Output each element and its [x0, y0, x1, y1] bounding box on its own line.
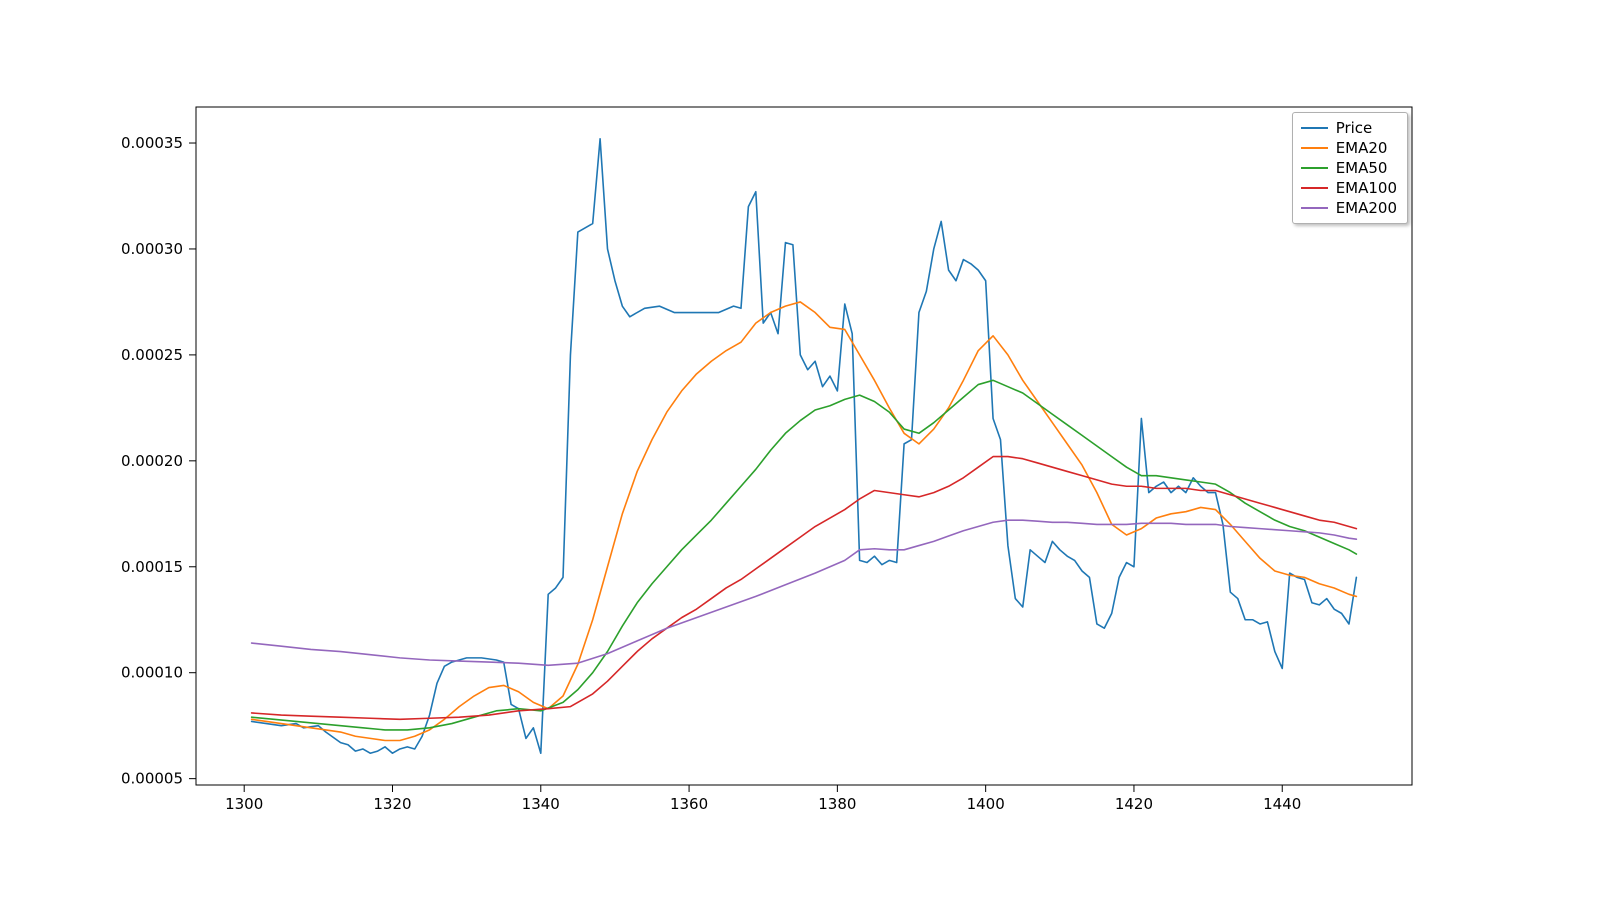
legend-item-ema20: EMA20 [1300, 138, 1397, 158]
legend-line-sample [1300, 127, 1328, 129]
x-tick-label: 1300 [225, 795, 263, 813]
y-tick-label: 0.00005 [121, 770, 183, 788]
legend-line-sample [1300, 147, 1328, 149]
x-tick-label: 1340 [522, 795, 560, 813]
y-tick-label: 0.00025 [121, 346, 183, 364]
x-tick-label: 1360 [670, 795, 708, 813]
x-tick-label: 1440 [1263, 795, 1301, 813]
legend-item-ema100: EMA100 [1300, 178, 1397, 198]
x-tick-label: 1400 [967, 795, 1005, 813]
legend-item-ema200: EMA200 [1300, 198, 1397, 218]
x-tick-label: 1420 [1115, 795, 1153, 813]
plot-line-ema20 [250, 301, 1358, 742]
legend-line-sample [1300, 167, 1328, 169]
x-tick-label: 1380 [818, 795, 856, 813]
y-tick-label: 0.00020 [121, 452, 183, 470]
legend-item-price: Price [1300, 118, 1397, 138]
legend-label: EMA200 [1335, 199, 1397, 217]
legend-line-sample [1300, 207, 1328, 209]
legend-line-sample [1300, 187, 1328, 189]
y-tick-label: 0.00035 [121, 134, 183, 152]
legend-label: EMA50 [1335, 159, 1388, 177]
y-tick-label: 0.00030 [121, 240, 183, 258]
legend: Price EMA20 EMA50 EMA100 EMA200 [1291, 112, 1408, 224]
legend-item-ema50: EMA50 [1300, 158, 1397, 178]
y-tick-label: 0.00010 [121, 664, 183, 682]
x-tick-label: 1320 [373, 795, 411, 813]
plot-line-ema50 [250, 379, 1358, 731]
legend-label: Price [1335, 119, 1373, 137]
y-tick-label: 0.00015 [121, 558, 183, 576]
plot-line-ema100 [250, 455, 1358, 721]
plot-line-ema200 [250, 519, 1358, 667]
legend-label: EMA100 [1335, 179, 1397, 197]
legend-label: EMA20 [1335, 139, 1388, 157]
plot-border [195, 106, 1413, 786]
plot-line-price [250, 137, 1358, 755]
